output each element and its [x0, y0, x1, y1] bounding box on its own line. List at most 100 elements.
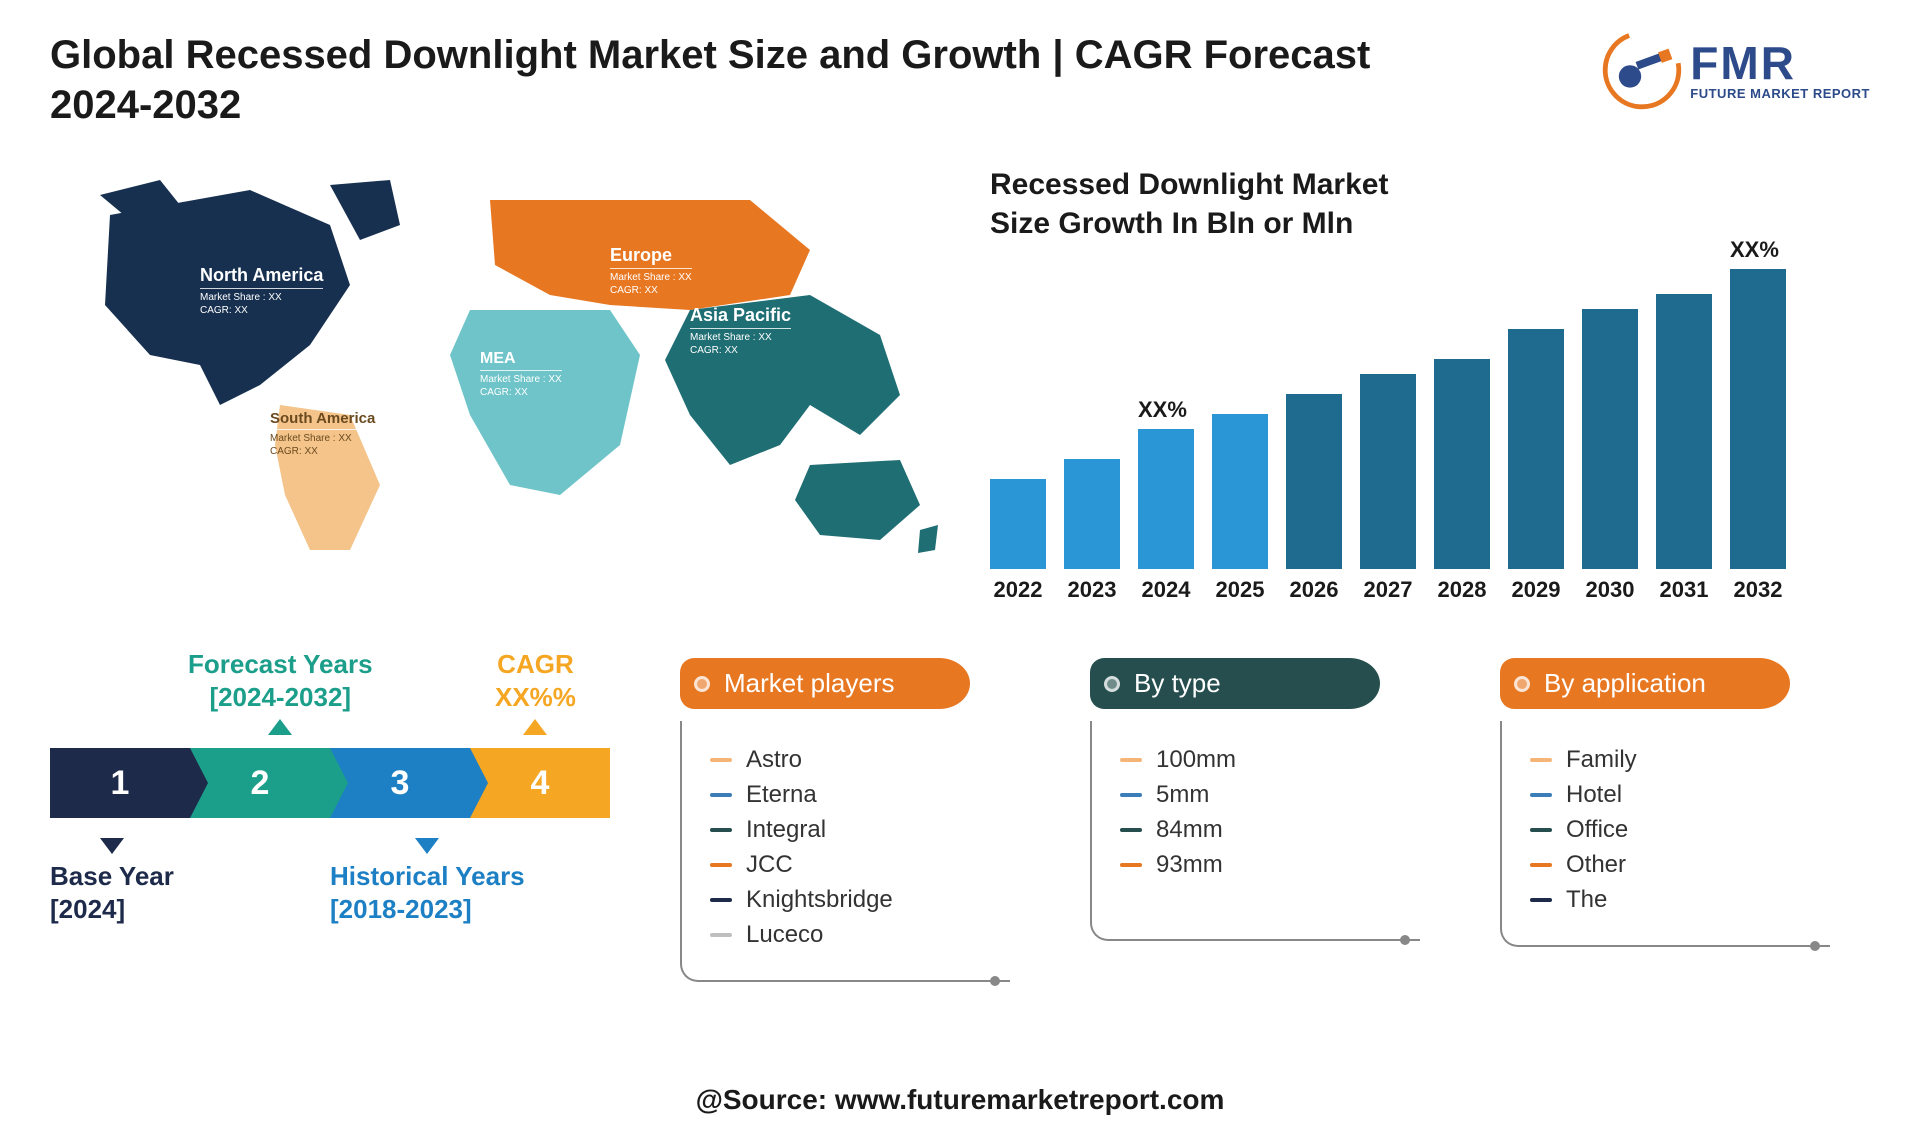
telescope-icon	[1602, 30, 1682, 110]
top-row: North America Market Share : XX CAGR: XX…	[50, 155, 1870, 603]
tick-icon	[710, 898, 732, 902]
category-item: JCC	[710, 851, 996, 879]
bar	[990, 479, 1046, 569]
category-item-label: Family	[1566, 746, 1637, 774]
historical-label: Historical Years [2018-2023]	[330, 838, 525, 925]
category-item: Integral	[710, 816, 996, 844]
bar-year-label: 2028	[1438, 577, 1487, 603]
bar-wrap: 2025	[1212, 414, 1268, 603]
category-column: Market players Astro Eterna Integral JCC Knig…	[680, 658, 1050, 982]
forecast-range: [2024-2032]	[188, 681, 373, 714]
category-item-label: JCC	[746, 851, 793, 879]
bar-year-label: 2023	[1068, 577, 1117, 603]
category-item-label: The	[1566, 886, 1607, 914]
tick-icon	[1530, 758, 1552, 762]
tick-icon	[1530, 898, 1552, 902]
category-header: By type	[1090, 658, 1380, 709]
bar-year-label: 2031	[1660, 577, 1709, 603]
category-body: 100mm 5mm 84mm 93mm	[1090, 721, 1420, 941]
bar-wrap: 2022	[990, 479, 1046, 603]
category-item-label: Office	[1566, 816, 1628, 844]
logo-text-sub: FUTURE MARKET REPORT	[1690, 86, 1870, 101]
bar-wrap: 2027	[1360, 374, 1416, 603]
tick-icon	[710, 793, 732, 797]
category-body: Family Hotel Office Other The	[1500, 721, 1830, 947]
timeline-segment: 4	[470, 748, 610, 818]
category-item: 84mm	[1120, 816, 1406, 844]
region-label: MEA Market Share : XX CAGR: XX	[480, 350, 562, 399]
bar	[1434, 359, 1490, 569]
triangle-up-icon	[268, 719, 292, 735]
bar-year-label: 2025	[1216, 577, 1265, 603]
category-item-label: Hotel	[1566, 781, 1622, 809]
bar-wrap: 2031	[1656, 294, 1712, 603]
category-item: The	[1530, 886, 1816, 914]
dot-icon	[1104, 676, 1120, 692]
bar-wrap: 2023	[1064, 459, 1120, 603]
category-item: Family	[1530, 746, 1816, 774]
category-item-label: Knightsbridge	[746, 886, 893, 914]
fmr-logo: FMR FUTURE MARKET REPORT	[1602, 30, 1870, 110]
timeline-bar: 1234	[50, 748, 630, 818]
cagr-text: CAGR	[495, 648, 576, 681]
bar	[1064, 459, 1120, 569]
tick-icon	[1120, 863, 1142, 867]
bar-wrap: 2028	[1434, 359, 1490, 603]
bar	[1730, 269, 1786, 569]
category-header: By application	[1500, 658, 1790, 709]
header: Global Recessed Downlight Market Size an…	[50, 30, 1870, 130]
category-item-label: Astro	[746, 746, 802, 774]
bar-wrap: 2029	[1508, 329, 1564, 603]
bar-year-label: 2026	[1290, 577, 1339, 603]
triangle-up-icon	[523, 719, 547, 735]
category-item: Office	[1530, 816, 1816, 844]
category-item-label: 5mm	[1156, 781, 1209, 809]
tick-icon	[710, 933, 732, 937]
bar-wrap: 2026	[1286, 394, 1342, 603]
region-label: Asia Pacific Market Share : XX CAGR: XX	[690, 305, 791, 357]
world-map: North America Market Share : XX CAGR: XX…	[50, 155, 950, 555]
forecast-text: Forecast Years	[188, 648, 373, 681]
timeline-segment: 2	[190, 748, 330, 818]
category-item: Astro	[710, 746, 996, 774]
category-item: Other	[1530, 851, 1816, 879]
category-item-label: Luceco	[746, 921, 823, 949]
bar-year-label: 2030	[1586, 577, 1635, 603]
bar-year-label: 2027	[1364, 577, 1413, 603]
category-item-label: 93mm	[1156, 851, 1223, 879]
timeline: Forecast Years [2024-2032] CAGR XX%% 123…	[50, 658, 630, 838]
logo-text-main: FMR	[1690, 40, 1870, 86]
hist-text: Historical Years	[330, 860, 525, 893]
category-item: 93mm	[1120, 851, 1406, 879]
category-item: 100mm	[1120, 746, 1406, 774]
chart-title: Recessed Downlight Market Size Growth In…	[990, 165, 1450, 243]
category-item: 5mm	[1120, 781, 1406, 809]
category-item-label: Eterna	[746, 781, 817, 809]
category-columns: Market players Astro Eterna Integral JCC Knig…	[680, 658, 1870, 982]
category-title: By application	[1544, 668, 1706, 699]
tick-icon	[1530, 793, 1552, 797]
dot-icon	[1514, 676, 1530, 692]
hist-range: [2018-2023]	[330, 893, 525, 926]
triangle-down-icon	[415, 838, 439, 854]
category-title: By type	[1134, 668, 1221, 699]
bar	[1508, 329, 1564, 569]
bar-year-label: 2029	[1512, 577, 1561, 603]
category-body: Astro Eterna Integral JCC Knightsbridge Lucec…	[680, 721, 1010, 982]
bar	[1138, 429, 1194, 569]
bar	[1286, 394, 1342, 569]
region-label: Europe Market Share : XX CAGR: XX	[610, 245, 692, 297]
cagr-value: XX%%	[495, 681, 576, 714]
bar-wrap: 2030	[1582, 309, 1638, 603]
bar-annotation: XX%	[1138, 397, 1187, 423]
bottom-row: Forecast Years [2024-2032] CAGR XX%% 123…	[50, 658, 1870, 982]
growth-bar-chart: Recessed Downlight Market Size Growth In…	[990, 155, 1870, 603]
bar-year-label: 2032	[1734, 577, 1783, 603]
category-title: Market players	[724, 668, 895, 699]
tick-icon	[1120, 828, 1142, 832]
chart-bars: 2022 2023 2024 2025 2026 2027 2028 2029 …	[990, 273, 1870, 603]
tick-icon	[710, 828, 732, 832]
timeline-segment: 3	[330, 748, 470, 818]
timeline-segment: 1	[50, 748, 190, 818]
tick-icon	[1120, 758, 1142, 762]
